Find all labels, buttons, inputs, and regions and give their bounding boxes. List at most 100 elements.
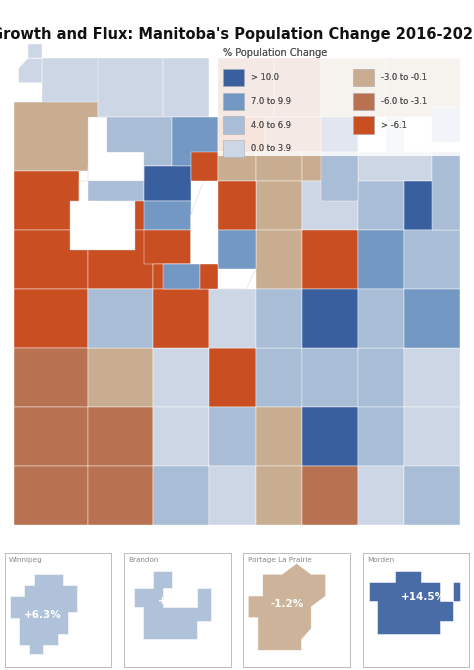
Bar [223, 140, 244, 157]
Bar [358, 230, 404, 289]
Bar [404, 181, 460, 230]
Polygon shape [370, 571, 460, 634]
Bar [302, 466, 358, 525]
Bar [320, 58, 386, 117]
Bar [223, 93, 244, 110]
Bar [144, 166, 172, 181]
Text: Growth and Flux: Manitoba's Population Change 2016-2021: Growth and Flux: Manitoba's Population C… [0, 27, 474, 42]
Bar [42, 58, 126, 117]
Bar [14, 289, 88, 348]
Polygon shape [248, 563, 326, 651]
Bar [98, 117, 172, 166]
Text: 4.0 to 6.9: 4.0 to 6.9 [251, 121, 291, 129]
Bar [14, 466, 88, 525]
Polygon shape [28, 44, 42, 58]
Bar [191, 151, 219, 181]
Bar [255, 466, 302, 525]
Bar [154, 289, 209, 348]
Bar [209, 407, 255, 466]
Bar [274, 58, 320, 117]
Bar [265, 117, 320, 151]
Bar [358, 181, 404, 230]
Text: 7.0 to 9.9: 7.0 to 9.9 [251, 97, 291, 106]
Polygon shape [432, 107, 460, 142]
Text: +5%: +5% [158, 596, 184, 606]
Bar [302, 348, 358, 407]
Bar [88, 466, 154, 525]
Text: -3.0 to -0.1: -3.0 to -0.1 [381, 74, 427, 82]
Bar [255, 348, 302, 407]
Bar [88, 407, 154, 466]
Bar [302, 407, 358, 466]
Bar [154, 407, 209, 466]
Bar [88, 289, 154, 348]
Text: 7.0 to 9.9: 7.0 to 9.9 [251, 97, 291, 106]
Text: +6.3%: +6.3% [24, 610, 62, 620]
Polygon shape [88, 117, 144, 181]
Bar [358, 466, 404, 525]
Bar [255, 289, 302, 348]
Text: Portage La Prairie: Portage La Prairie [247, 557, 311, 563]
Bar [219, 58, 274, 117]
Bar [255, 151, 302, 181]
Bar [219, 117, 265, 151]
Bar [144, 166, 191, 200]
Bar [302, 230, 358, 289]
Bar [200, 265, 219, 289]
Bar [404, 348, 460, 407]
Bar [209, 289, 255, 348]
Bar [42, 166, 79, 200]
Bar [14, 171, 79, 230]
Bar [302, 181, 358, 230]
Bar [404, 230, 460, 289]
Bar [14, 103, 98, 171]
Bar [14, 407, 88, 466]
Text: -6.0 to -3.1: -6.0 to -3.1 [381, 97, 427, 106]
Bar [209, 466, 255, 525]
Bar [144, 230, 191, 265]
Bar [353, 69, 374, 86]
Text: Winnipeg: Winnipeg [9, 557, 43, 563]
Bar [404, 407, 460, 466]
Bar [432, 107, 460, 142]
Bar [320, 117, 358, 151]
Polygon shape [70, 181, 135, 250]
Text: > -6.1: > -6.1 [381, 121, 407, 129]
Polygon shape [9, 574, 77, 654]
Bar [88, 289, 154, 348]
Bar [219, 230, 255, 269]
Bar [88, 166, 144, 200]
Bar [154, 348, 209, 407]
Bar [88, 348, 154, 407]
Bar [358, 407, 404, 466]
Bar [302, 289, 358, 348]
Bar [172, 117, 219, 166]
Bar [353, 69, 374, 86]
Text: -1.2%: -1.2% [270, 599, 304, 609]
Bar [255, 407, 302, 466]
Bar [320, 151, 358, 200]
Text: 0.0 to 3.9: 0.0 to 3.9 [251, 144, 291, 153]
Text: > 10.0: > 10.0 [251, 74, 279, 82]
Text: 4.0 to 6.9: 4.0 to 6.9 [251, 121, 291, 129]
Bar [255, 230, 302, 289]
Bar [353, 93, 374, 110]
Bar [98, 58, 163, 117]
Bar [223, 69, 244, 86]
Bar [223, 140, 244, 157]
Bar [219, 151, 255, 181]
Text: > 10.0: > 10.0 [251, 74, 279, 82]
Polygon shape [98, 117, 144, 181]
Bar [14, 230, 88, 289]
Text: % Population Change: % Population Change [223, 48, 328, 58]
Bar [255, 181, 302, 230]
Bar [42, 117, 88, 166]
Bar [219, 39, 474, 156]
Bar [386, 117, 432, 151]
Bar [353, 93, 374, 110]
Bar [14, 348, 88, 407]
Polygon shape [404, 117, 432, 151]
Bar [88, 230, 154, 289]
Text: -6.0 to -3.1: -6.0 to -3.1 [381, 97, 427, 106]
Bar [163, 58, 209, 117]
